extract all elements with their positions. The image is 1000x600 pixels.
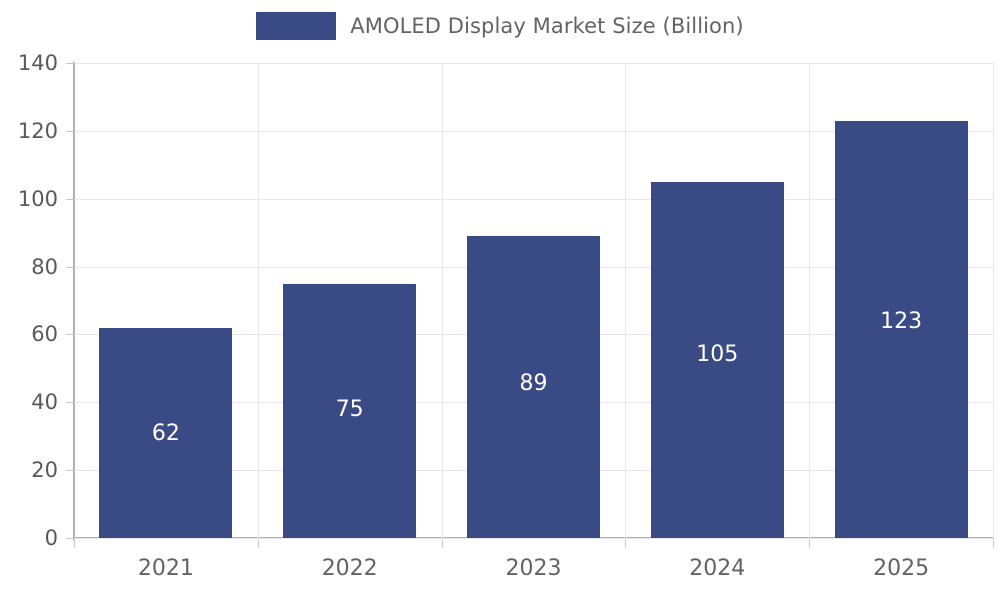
y-tick-label: 60 — [31, 322, 58, 347]
x-tick-mark — [625, 539, 627, 548]
y-axis-spine — [73, 62, 75, 540]
y-tick-label: 100 — [17, 186, 58, 211]
gridline-horizontal — [74, 130, 993, 132]
y-tick-mark — [66, 470, 73, 472]
y-tick-mark — [66, 402, 73, 404]
gridline-vertical — [993, 63, 994, 538]
bar[interactable] — [99, 327, 233, 538]
x-tick-mark — [993, 539, 994, 548]
legend-color-swatch — [256, 12, 337, 40]
y-tick-mark — [66, 63, 73, 64]
gridline-vertical — [257, 63, 259, 538]
gridline-vertical — [625, 63, 627, 538]
y-tick-mark — [66, 198, 73, 200]
legend-label: AMOLED Display Market Size (Billion) — [350, 14, 744, 38]
x-tick-label: 2024 — [689, 556, 746, 581]
y-tick-label: 80 — [31, 254, 58, 279]
y-tick-mark — [66, 130, 73, 132]
x-tick-label: 2025 — [873, 556, 930, 581]
x-tick-mark — [809, 539, 811, 548]
x-tick-mark — [74, 539, 75, 548]
x-tick-mark — [441, 539, 443, 548]
bar[interactable] — [467, 236, 600, 538]
y-tick-label: 120 — [17, 118, 58, 143]
gridline-vertical — [441, 63, 443, 538]
y-tick-label: 140 — [17, 51, 58, 75]
y-tick-label: 0 — [44, 526, 58, 550]
gridline-horizontal — [74, 198, 993, 200]
x-tick-label: 2023 — [505, 556, 562, 581]
gridline-vertical — [809, 63, 811, 538]
gridline-horizontal — [74, 63, 993, 64]
bar[interactable] — [650, 181, 784, 538]
x-tick-label: 2021 — [137, 556, 194, 581]
x-tick-label: 2022 — [321, 556, 378, 581]
y-tick-label: 20 — [31, 458, 58, 483]
gridline-horizontal — [74, 538, 993, 539]
bar[interactable] — [283, 283, 417, 538]
y-tick-mark — [66, 538, 73, 539]
x-tick-mark — [257, 539, 259, 548]
y-tick-mark — [66, 266, 73, 268]
y-tick-label: 40 — [31, 390, 58, 415]
bar[interactable] — [834, 120, 968, 538]
chart-legend: AMOLED Display Market Size (Billion) — [0, 12, 1000, 40]
y-tick-mark — [66, 334, 73, 336]
